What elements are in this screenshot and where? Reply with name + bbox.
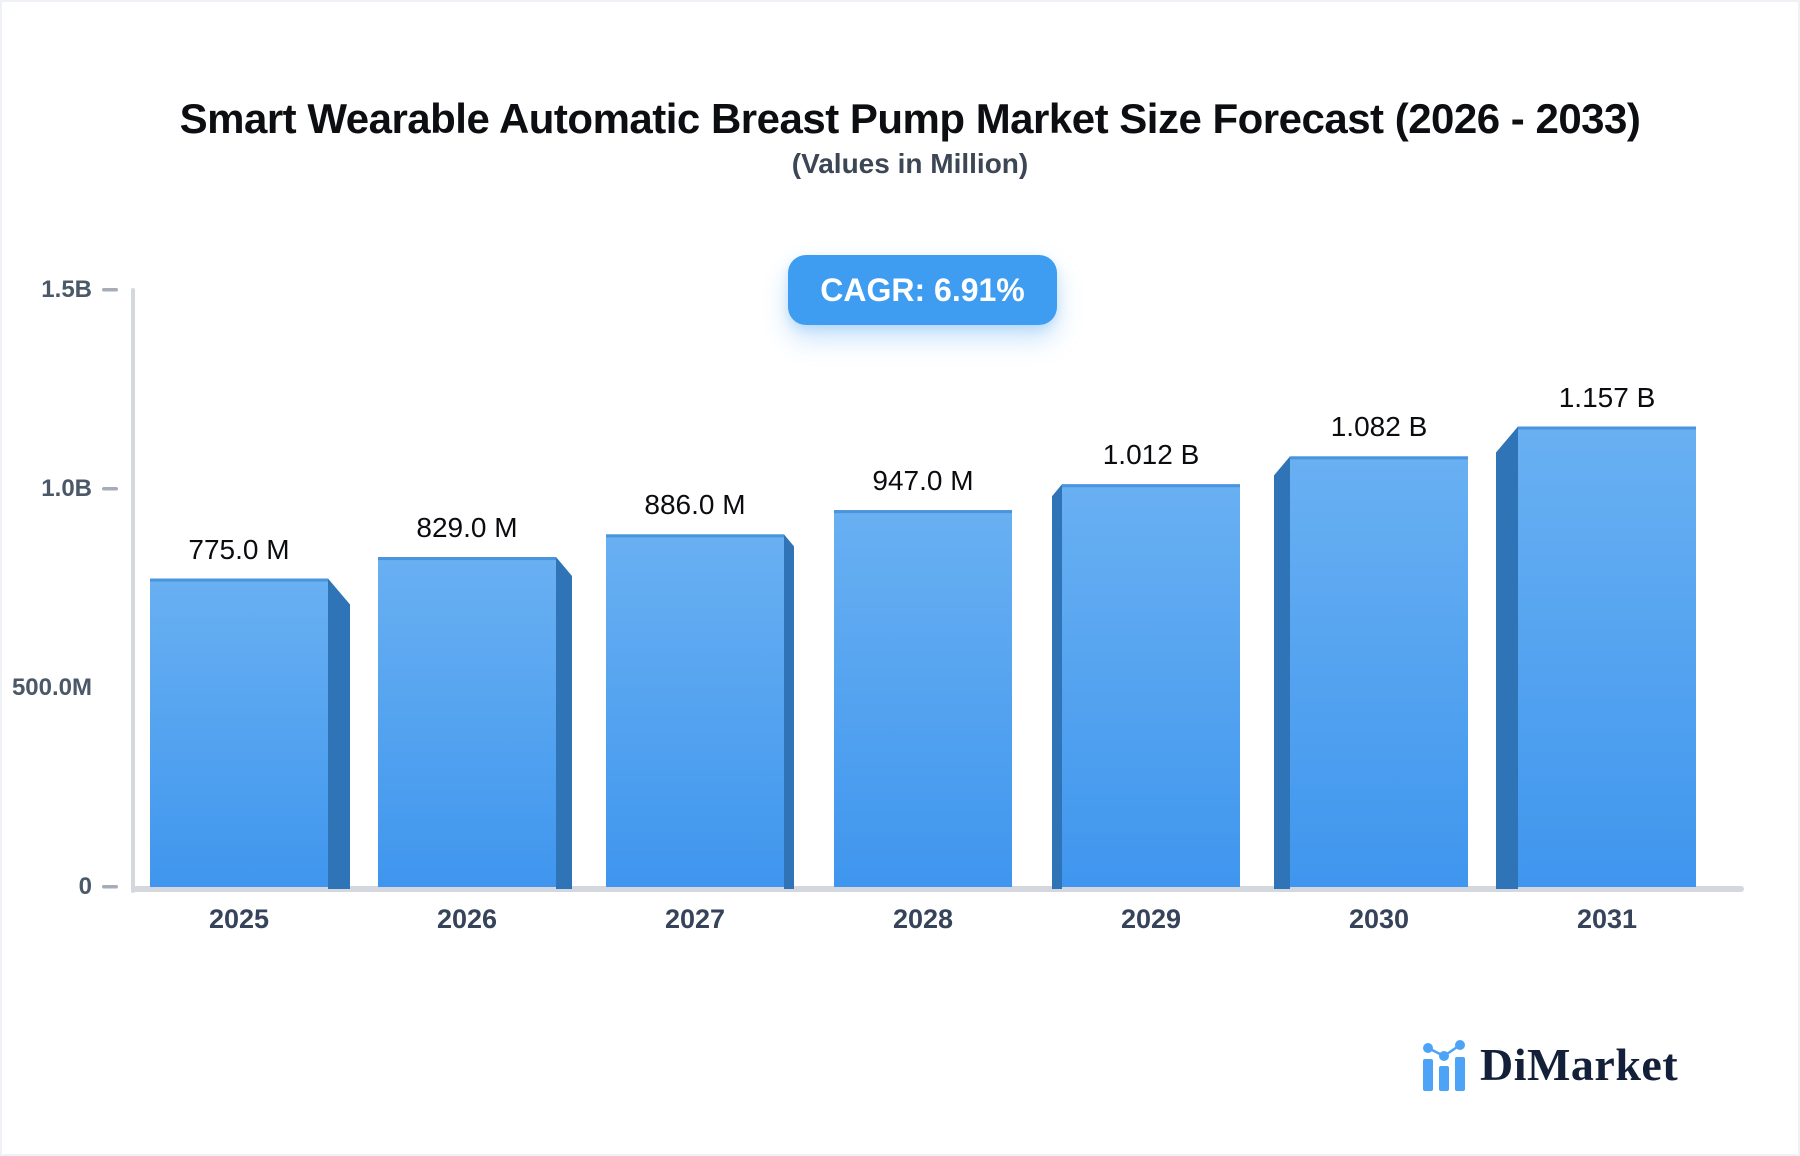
- bar-front-face: [1062, 484, 1240, 887]
- y-axis-label: 1.0B: [41, 475, 92, 502]
- x-axis-label: 2027: [664, 904, 726, 934]
- bar-front-face: [150, 578, 328, 887]
- cagr-badge-label: CAGR: 6.91%: [820, 271, 1025, 308]
- bar-front-face: [378, 557, 556, 887]
- bar-value-label: 1.012 B: [1102, 439, 1200, 471]
- y-axis-tick-dash: [102, 487, 118, 491]
- bar-2031: [1496, 426, 1696, 889]
- y-axis-label: 0: [78, 873, 92, 900]
- bar-value-label: 775.0 M: [188, 533, 290, 565]
- bar-top-edge: [834, 510, 1012, 514]
- bar-2025: [150, 578, 350, 889]
- bar-side-face: [784, 534, 794, 889]
- bar-2029: [1052, 484, 1240, 889]
- bar-top-edge: [606, 534, 784, 538]
- bar-top-edge: [1290, 456, 1468, 460]
- bar-side-face: [1496, 426, 1518, 889]
- bar-top-edge: [1062, 484, 1240, 488]
- bar-side-face: [1274, 456, 1290, 889]
- bar-top-edge: [1518, 426, 1696, 430]
- bar-front-face: [1290, 456, 1468, 887]
- bar-front-face: [606, 534, 784, 887]
- x-axis-label: 2031: [1576, 904, 1638, 934]
- brand-logo: DiMarket: [1422, 1038, 1678, 1091]
- brand-logo-text: DiMarket: [1480, 1039, 1679, 1090]
- y-axis-tick-dash: [102, 885, 118, 889]
- cagr-badge: CAGR: 6.91%: [788, 255, 1057, 325]
- bar-front-face: [834, 510, 1012, 887]
- x-axis-label: 2026: [436, 904, 498, 934]
- bar-2027: [606, 534, 794, 889]
- x-axis-label: 2029: [1120, 904, 1182, 934]
- x-axis-label: 2025: [208, 904, 270, 934]
- y-axis-tick-dash: [102, 288, 118, 292]
- chart-title: Smart Wearable Automatic Breast Pump Mar…: [179, 95, 1641, 142]
- bar-side-face: [328, 578, 350, 889]
- bar-value-label: 947.0 M: [872, 465, 974, 497]
- bar-2026: [378, 557, 572, 889]
- bar-side-face: [1052, 484, 1062, 889]
- bar-value-label: 829.0 M: [416, 512, 518, 544]
- x-axis-label: 2028: [892, 904, 954, 934]
- bar-value-label: 1.082 B: [1330, 411, 1428, 443]
- bar-value-label: 1.157 B: [1558, 381, 1656, 413]
- bar-top-edge: [150, 578, 328, 582]
- bar-2030: [1274, 456, 1468, 889]
- mini-bar-chart-icon: [1423, 1039, 1465, 1091]
- bar-side-face: [556, 557, 572, 889]
- y-axis-label: 500.0M: [11, 674, 92, 701]
- bar-value-label: 886.0 M: [644, 489, 746, 521]
- bar-top-edge: [378, 557, 556, 561]
- bar-front-face: [1518, 426, 1696, 887]
- y-axis-line: [131, 288, 135, 893]
- bar-2028: [834, 510, 1012, 887]
- x-axis-label: 2030: [1348, 904, 1410, 934]
- y-axis-label: 1.5B: [41, 276, 92, 303]
- chart-subtitle: (Values in Million): [791, 148, 1029, 179]
- x-axis-baseline: [131, 886, 1744, 892]
